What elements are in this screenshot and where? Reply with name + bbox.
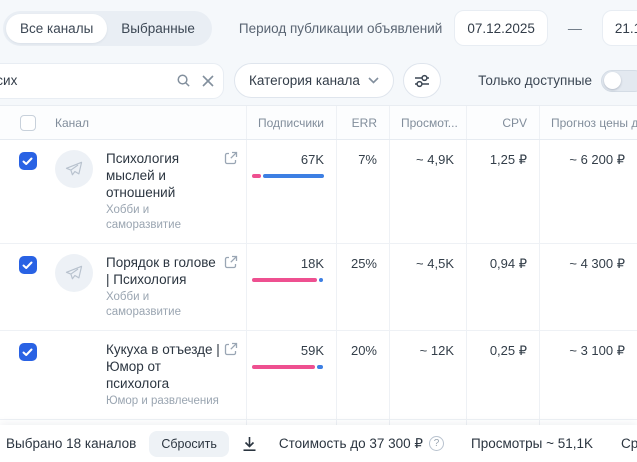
row-checkbox[interactable]: [18, 343, 37, 361]
views-value: ~ 12K: [390, 331, 467, 419]
check-icon: [22, 261, 33, 269]
table-header: Канал Подписчики ERR Просмот... CPV Прог…: [0, 106, 637, 140]
row-checkbox[interactable]: [18, 256, 37, 274]
available-toggle-group: Только доступные: [478, 69, 637, 92]
telegram-icon: [65, 161, 83, 176]
cpv-value: 0,94 ₽: [467, 244, 540, 330]
err-value: 14%: [337, 420, 390, 425]
download-button[interactable]: [242, 436, 257, 452]
available-only-toggle[interactable]: [601, 69, 637, 92]
filter-settings-button[interactable]: [402, 63, 441, 98]
toggle-knob: [604, 72, 621, 89]
col-header-err[interactable]: ERR: [337, 106, 390, 139]
err-value: 20%: [337, 331, 390, 419]
gender-split-bar: [252, 174, 324, 178]
col-header-subscribers[interactable]: Подписчики: [247, 106, 337, 139]
date-range-dash: —: [567, 20, 582, 36]
check-icon: [22, 157, 33, 165]
views-value: ~ 4,9K: [390, 140, 467, 243]
tab-all-channels[interactable]: Все каналы: [6, 13, 108, 43]
row-checkbox[interactable]: [18, 152, 37, 170]
channels-table: Канал Подписчики ERR Просмот... CPV Прог…: [0, 105, 637, 425]
gender-split-bar: [252, 365, 324, 369]
available-toggle-label: Только доступные: [478, 73, 592, 88]
sliders-icon: [414, 74, 429, 87]
chevron-down-icon: [368, 77, 379, 84]
clear-search-icon[interactable]: [193, 64, 223, 98]
cpv-value: 0,25 ₽: [467, 331, 540, 419]
err-value: 7%: [337, 140, 390, 243]
selected-count-text: Выбрано 18 каналов: [6, 436, 137, 451]
channel-category: Хобби и саморазвитие: [106, 291, 182, 318]
external-link-icon[interactable]: [224, 255, 238, 269]
help-icon[interactable]: ?: [429, 436, 444, 451]
telegram-icon: [65, 265, 83, 280]
err-value: 25%: [337, 244, 390, 330]
channel-avatar: [55, 254, 93, 292]
channel-title[interactable]: Порядок в голове | Психология: [106, 255, 216, 287]
tab-selected-channels[interactable]: Выбранные: [107, 14, 209, 43]
download-icon: [243, 436, 256, 451]
forecast-value: ~ 6 200 ₽: [569, 152, 625, 167]
external-link-icon[interactable]: [224, 342, 238, 356]
col-header-cpv[interactable]: CPV: [467, 106, 540, 139]
date-from-input[interactable]: 07.12.2025: [454, 10, 548, 46]
table-row: Психология мыслей и отношений Хобби и са…: [0, 140, 637, 244]
col-header-forecast[interactable]: Прогноз цены д: [551, 115, 637, 130]
total-views-text: Просмотры ~ 51,1K: [471, 436, 594, 451]
search-icon: [173, 73, 193, 88]
avg-cpv-text: Средний CPV 0,71 ₽: [621, 435, 637, 451]
filter-bar: Категория канала Только доступные: [0, 56, 637, 105]
views-value: ~ 3,8K: [390, 420, 467, 425]
subscribers-value: 67K: [300, 152, 324, 167]
category-dropdown[interactable]: Категория канала: [234, 63, 394, 98]
total-cost-text: Стоимость до 37 300 ₽ ?: [279, 436, 444, 452]
search-box: [0, 62, 224, 99]
period-label: Период публикации объявлений: [238, 20, 443, 36]
female-share-segment: [252, 365, 316, 369]
cpv-value: 1,25 ₽: [467, 140, 540, 243]
table-row: Порядок в голове | Психология Хобби и са…: [0, 244, 637, 331]
male-share-segment: [263, 174, 324, 178]
forecast-value: ~ 4 300 ₽: [569, 256, 625, 271]
female-share-segment: [252, 174, 262, 178]
male-share-segment: [317, 365, 324, 369]
select-all-checkbox[interactable]: [19, 114, 36, 131]
gender-split-bar: [252, 278, 324, 282]
channel-title[interactable]: Психология мыслей и отношений: [106, 151, 180, 200]
channels-tabs: Все каналы Выбранные: [3, 10, 212, 46]
table-row: Кукуха в отъезде | Юмор от психолога Юмо…: [0, 331, 637, 420]
summary-footer: Выбрано 18 каналов Сбросить Стоимость до…: [0, 425, 637, 462]
check-icon: [22, 348, 33, 356]
col-header-channel[interactable]: Канал: [55, 106, 247, 139]
channel-category: Хобби и саморазвитие: [106, 204, 182, 231]
subscribers-value: 59K: [300, 343, 324, 358]
female-share-segment: [252, 278, 317, 282]
cost-value: Стоимость до 37 300 ₽: [278, 435, 423, 451]
channel-title[interactable]: Кукуха в отъезде | Юмор от психолога: [106, 342, 220, 391]
table-row: Психоделия по-советски Познавательное 27…: [0, 420, 637, 425]
forecast-value: ~ 3 100 ₽: [569, 343, 625, 358]
channel-category: Юмор и развлечения: [106, 395, 219, 407]
reset-button[interactable]: Сбросить: [149, 430, 229, 457]
channel-avatar: [55, 150, 93, 188]
cpv-value: 0,75 ₽: [467, 420, 540, 425]
search-input[interactable]: [0, 63, 173, 98]
top-bar: Все каналы Выбранные Период публикации о…: [0, 0, 637, 56]
external-link-icon[interactable]: [224, 151, 238, 165]
views-value: ~ 4,5K: [390, 244, 467, 330]
col-header-views[interactable]: Просмот...: [390, 106, 467, 139]
male-share-segment: [318, 278, 324, 282]
table-body: Психология мыслей и отношений Хобби и са…: [0, 140, 637, 425]
subscribers-value: 18K: [300, 256, 324, 271]
category-dropdown-label: Категория канала: [249, 73, 360, 88]
date-to-input[interactable]: 21.12.2025: [601, 10, 637, 46]
